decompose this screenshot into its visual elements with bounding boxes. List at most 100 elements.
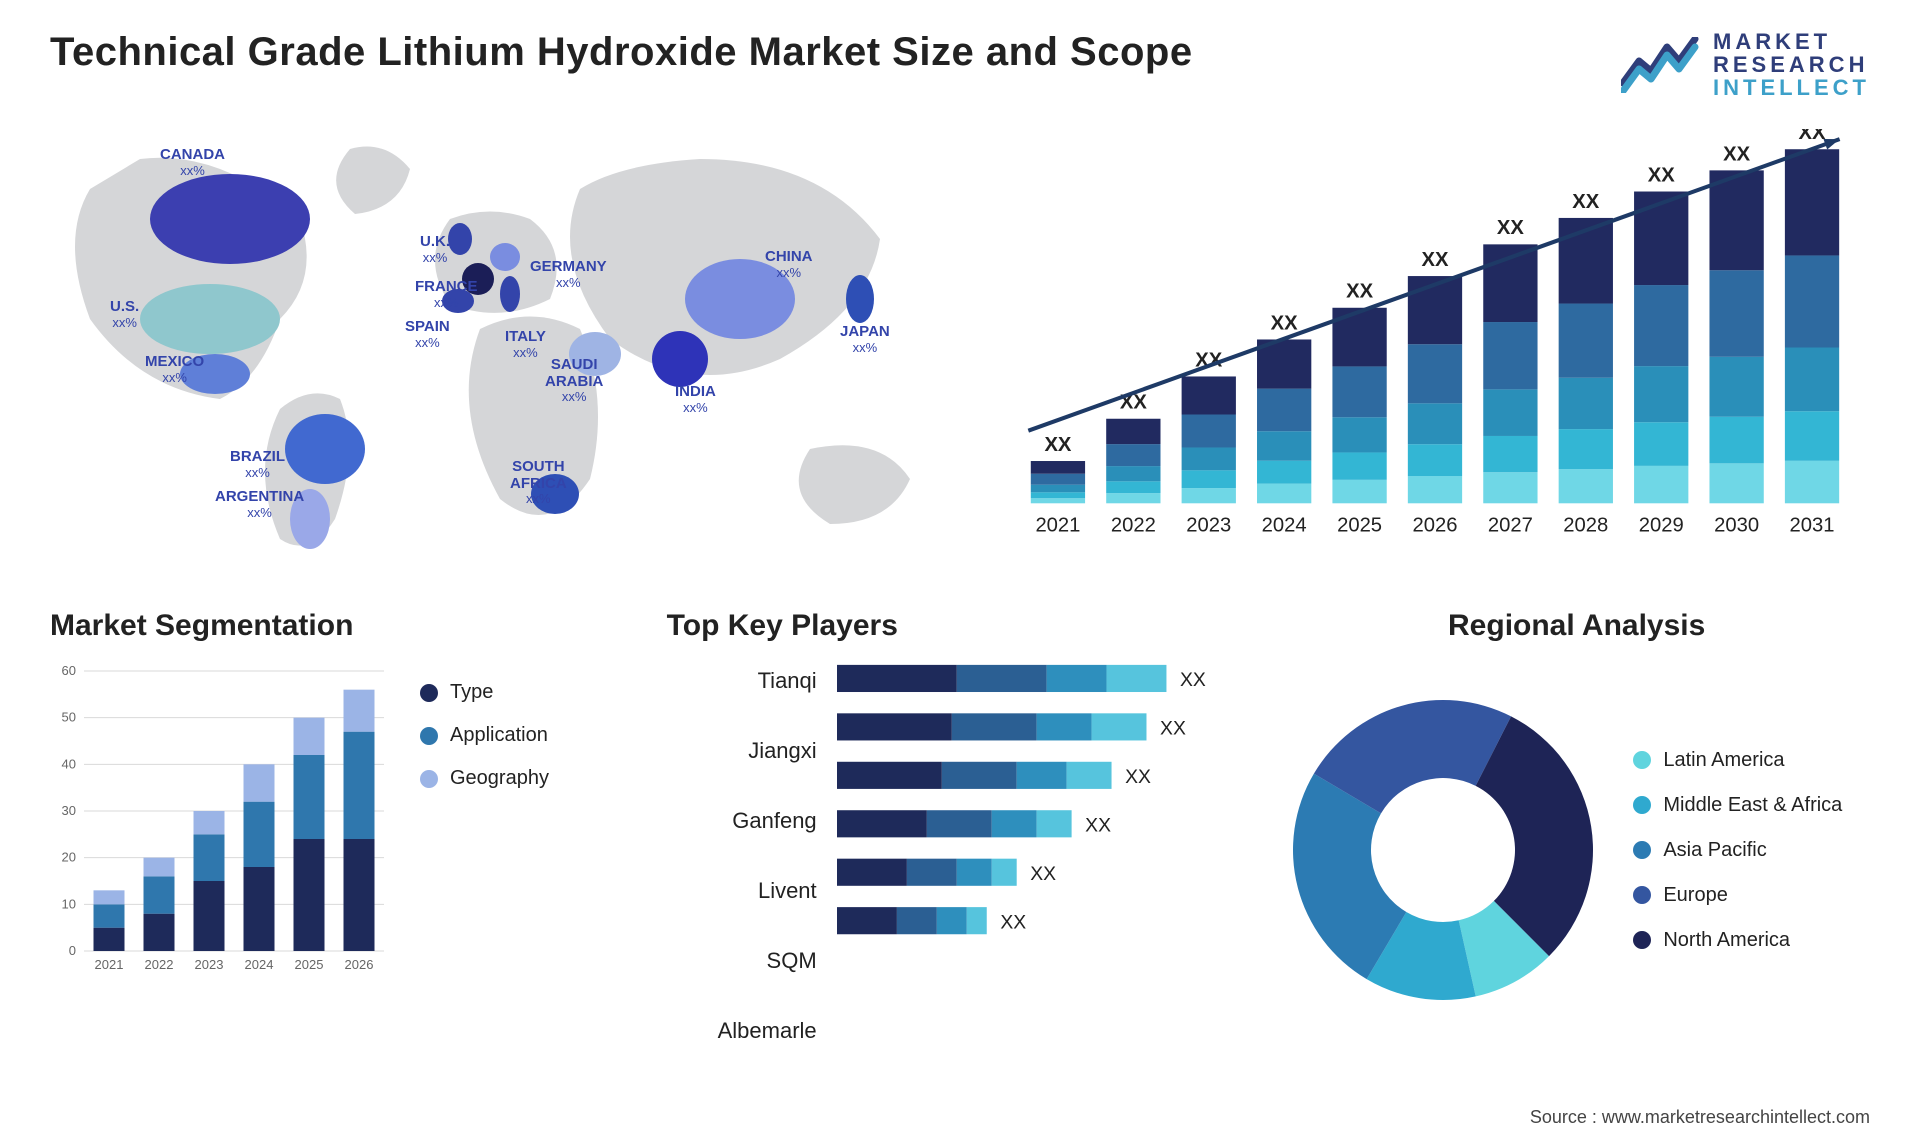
player-name: SQM [667, 947, 817, 997]
regional-legend-item: Europe [1633, 884, 1842, 907]
segmentation-legend: TypeApplicationGeography [420, 661, 549, 1039]
logo-mark-icon [1621, 37, 1699, 93]
segmentation-legend-item: Geography [420, 767, 549, 790]
svg-text:XX: XX [1421, 249, 1448, 271]
legend-swatch-icon [1633, 931, 1651, 949]
svg-text:2026: 2026 [345, 957, 374, 972]
map-country-label: SOUTHAFRICAxx% [510, 459, 567, 506]
segmentation-chart: 0 10 20 30 40 50 60 2021 2022 2023 2024 2025 2026 [50, 661, 390, 1039]
svg-text:60: 60 [62, 663, 76, 678]
svg-text:XX: XX [1044, 434, 1071, 456]
svg-text:XX: XX [1125, 766, 1151, 788]
regional-panel: Regional Analysis Latin America Middle Ea… [1283, 609, 1870, 1039]
players-bars: XX XX XX XX XX XX [837, 661, 1254, 976]
svg-text:XX: XX [1723, 144, 1750, 166]
map-country-label: SAUDIARABIAxx% [545, 357, 603, 404]
map-country-label: U.K.xx% [420, 234, 450, 265]
segmentation-chart-svg: 0 10 20 30 40 50 60 2021 2022 2023 2024 2025 2026 [50, 661, 390, 981]
svg-text:XX: XX [1271, 313, 1298, 335]
svg-text:50: 50 [62, 710, 76, 725]
page-root: Technical Grade Lithium Hydroxide Market… [0, 0, 1920, 1146]
segmentation-legend-item: Type [420, 681, 549, 704]
svg-text:10: 10 [62, 897, 76, 912]
map-country-label: SPAINxx% [405, 319, 450, 350]
map-country-label: ITALYxx% [505, 329, 546, 360]
segmentation-body: 0 10 20 30 40 50 60 2021 2022 2023 2024 2025 2026 Ty… [50, 661, 637, 1039]
svg-text:XX: XX [1000, 912, 1026, 934]
players-panel: Top Key Players Tianqi Jiangxi Ganfeng Live… [667, 609, 1254, 1039]
lower-row: Market Segmentation 0 10 20 30 40 50 60 2021 202… [50, 609, 1870, 1039]
regional-legend-item: Middle East & Africa [1633, 794, 1842, 817]
regional-legend-item: North America [1633, 929, 1842, 952]
upper-row: CANADAxx%U.S.xx%MEXICOxx%BRAZILxx%ARGENT… [50, 129, 1870, 569]
legend-swatch-icon [1633, 751, 1651, 769]
map-country-label: GERMANYxx% [530, 259, 607, 290]
legend-label: Middle East & Africa [1663, 794, 1842, 817]
brand-logo: MARKET RESEARCH INTELLECT [1621, 30, 1870, 99]
legend-label: Geography [450, 767, 549, 790]
svg-text:2022: 2022 [145, 957, 174, 972]
regional-donut-svg [1283, 690, 1603, 1010]
legend-swatch-icon [420, 727, 438, 745]
logo-line1: MARKET [1713, 30, 1870, 53]
legend-label: Europe [1663, 884, 1728, 907]
svg-text:2021: 2021 [95, 957, 124, 972]
map-country-label: U.S.xx% [110, 299, 139, 330]
main-bar-chart-svg: XX2021XX2022XX2023XX2024XX2025XX2026XX20… [1000, 129, 1870, 554]
svg-text:0: 0 [69, 943, 76, 958]
logo-line3: INTELLECT [1713, 76, 1870, 99]
svg-text:2030: 2030 [1714, 515, 1759, 537]
legend-label: Latin America [1663, 749, 1784, 772]
map-country-label: CHINAxx% [765, 249, 813, 280]
svg-text:XX: XX [1180, 669, 1206, 691]
svg-text:40: 40 [62, 757, 76, 772]
svg-text:30: 30 [62, 803, 76, 818]
map-country-label: BRAZILxx% [230, 449, 285, 480]
page-title: Technical Grade Lithium Hydroxide Market… [50, 30, 1193, 75]
map-country-label: INDIAxx% [675, 384, 716, 415]
regional-legend-item: Asia Pacific [1633, 839, 1842, 862]
player-name: Ganfeng [667, 807, 817, 857]
legend-swatch-icon [1633, 841, 1651, 859]
regional-body: Latin America Middle East & Africa Asia Pa… [1283, 661, 1870, 1039]
players-body: TianqiJiangxiGanfengLiventSQMAlbemarle X… [667, 661, 1254, 1067]
legend-label: Asia Pacific [1663, 839, 1766, 862]
regional-legend: Latin America Middle East & Africa Asia Pa… [1633, 749, 1842, 952]
source-text: Source : www.marketresearchintellect.com [1530, 1107, 1870, 1128]
players-title: Top Key Players [667, 609, 1254, 643]
player-name: Livent [667, 877, 817, 927]
logo-text: MARKET RESEARCH INTELLECT [1713, 30, 1870, 99]
svg-text:XX: XX [1648, 165, 1675, 187]
svg-text:2029: 2029 [1639, 515, 1684, 537]
segmentation-title: Market Segmentation [50, 609, 637, 643]
player-name: Tianqi [667, 667, 817, 717]
svg-text:XX: XX [1160, 718, 1186, 740]
regional-title: Regional Analysis [1283, 609, 1870, 643]
legend-swatch-icon [1633, 796, 1651, 814]
svg-text:XX: XX [1497, 218, 1524, 240]
svg-text:2024: 2024 [1262, 515, 1307, 537]
map-country-label: ARGENTINAxx% [215, 489, 304, 520]
svg-text:2023: 2023 [195, 957, 224, 972]
svg-text:2028: 2028 [1563, 515, 1608, 537]
legend-swatch-icon [1633, 886, 1651, 904]
map-country-label: FRANCExx% [415, 279, 478, 310]
svg-text:2026: 2026 [1412, 515, 1457, 537]
player-name: Jiangxi [667, 737, 817, 787]
logo-line2: RESEARCH [1713, 53, 1870, 76]
svg-text:2024: 2024 [245, 957, 274, 972]
main-bar-chart: XX2021XX2022XX2023XX2024XX2025XX2026XX20… [1000, 129, 1870, 569]
svg-text:XX: XX [1346, 281, 1373, 303]
svg-text:XX: XX [1030, 863, 1056, 885]
map-country-label: JAPANxx% [840, 324, 890, 355]
map-country-label: MEXICOxx% [145, 354, 204, 385]
svg-text:2027: 2027 [1488, 515, 1533, 537]
svg-text:2025: 2025 [295, 957, 324, 972]
svg-text:2031: 2031 [1790, 515, 1835, 537]
segmentation-panel: Market Segmentation 0 10 20 30 40 50 60 2021 202… [50, 609, 637, 1039]
players-name-column: TianqiJiangxiGanfengLiventSQMAlbemarle [667, 661, 817, 1067]
svg-text:XX: XX [1085, 815, 1111, 837]
svg-text:XX: XX [1572, 191, 1599, 213]
players-bars-svg: XX XX XX XX XX XX [837, 661, 1254, 971]
svg-text:20: 20 [62, 850, 76, 865]
